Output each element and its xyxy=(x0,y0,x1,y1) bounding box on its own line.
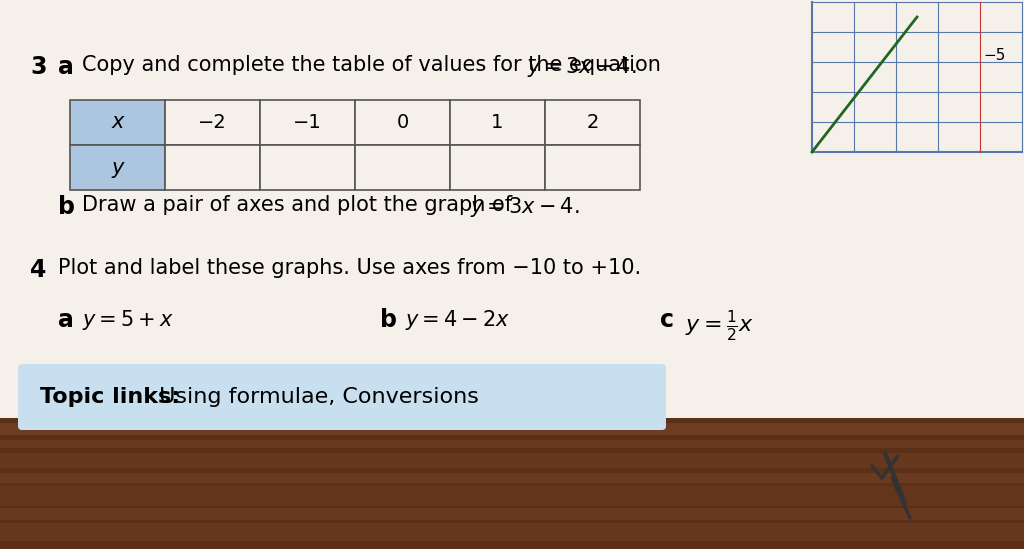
Bar xyxy=(545,100,640,145)
Bar xyxy=(260,100,355,145)
Text: −2: −2 xyxy=(198,113,227,132)
Text: $y = 5 + x$: $y = 5 + x$ xyxy=(82,308,174,332)
Text: 1: 1 xyxy=(492,113,504,132)
Bar xyxy=(0,473,1024,483)
Bar xyxy=(450,100,545,145)
Text: $y = 3x - 4.$: $y = 3x - 4.$ xyxy=(470,195,580,219)
Text: Using formulae, Conversions: Using formulae, Conversions xyxy=(152,387,479,407)
Bar xyxy=(165,145,260,190)
Text: Draw a pair of axes and plot the graph of: Draw a pair of axes and plot the graph o… xyxy=(82,195,519,215)
Bar xyxy=(355,100,450,145)
Bar xyxy=(165,100,260,145)
Bar xyxy=(0,418,1024,549)
Bar xyxy=(355,145,450,190)
Bar xyxy=(0,508,1024,520)
Bar xyxy=(260,145,355,190)
Text: Topic links:: Topic links: xyxy=(40,387,180,407)
Text: b: b xyxy=(58,195,75,219)
Text: a: a xyxy=(58,55,74,79)
Bar xyxy=(0,0,1024,420)
Text: a: a xyxy=(58,308,74,332)
Text: −5: −5 xyxy=(983,48,1006,64)
Bar xyxy=(70,100,165,145)
Text: $y = 3x - 4.$: $y = 3x - 4.$ xyxy=(527,55,636,79)
Text: x: x xyxy=(112,113,124,132)
Text: $y = \frac{1}{2}x$: $y = \frac{1}{2}x$ xyxy=(685,308,754,343)
Text: Copy and complete the table of values for the equation: Copy and complete the table of values fo… xyxy=(82,55,668,75)
Text: −1: −1 xyxy=(293,113,322,132)
Text: 4: 4 xyxy=(30,258,46,282)
Bar xyxy=(0,423,1024,435)
Text: 3: 3 xyxy=(30,55,46,79)
Text: $y = 4 - 2x$: $y = 4 - 2x$ xyxy=(406,308,510,332)
Bar xyxy=(0,486,1024,506)
Text: b: b xyxy=(380,308,397,332)
Text: 2: 2 xyxy=(587,113,599,132)
Text: 0: 0 xyxy=(396,113,409,132)
FancyBboxPatch shape xyxy=(18,364,666,430)
Bar xyxy=(0,453,1024,468)
Bar xyxy=(545,145,640,190)
Bar xyxy=(0,523,1024,541)
Bar xyxy=(70,145,165,190)
Text: c: c xyxy=(660,308,674,332)
Text: y: y xyxy=(112,158,124,177)
Bar xyxy=(450,145,545,190)
Bar xyxy=(0,440,1024,448)
Text: Plot and label these graphs. Use axes from −10 to +10.: Plot and label these graphs. Use axes fr… xyxy=(58,258,641,278)
